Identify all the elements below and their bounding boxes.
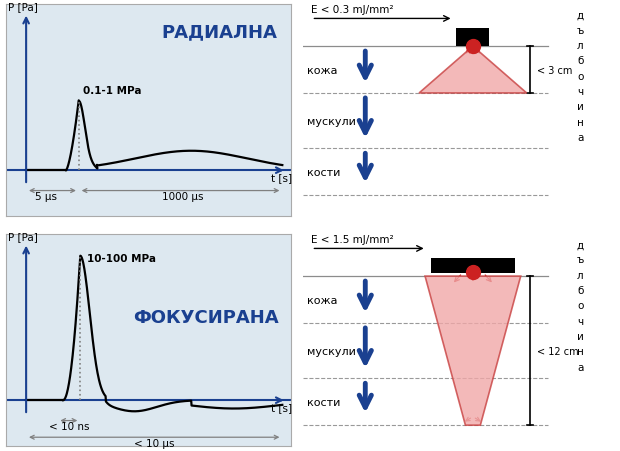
- Text: ч: ч: [577, 316, 583, 326]
- Text: t [s]: t [s]: [271, 402, 292, 413]
- Text: < 10 ns: < 10 ns: [48, 421, 89, 431]
- Text: л: л: [577, 270, 584, 280]
- Text: кожа: кожа: [307, 65, 337, 75]
- Text: д: д: [577, 239, 584, 249]
- Text: и: и: [577, 102, 584, 112]
- Text: б: б: [577, 56, 583, 66]
- Text: t [s]: t [s]: [271, 173, 292, 183]
- Text: д: д: [577, 10, 584, 20]
- Text: кожа: кожа: [307, 295, 337, 305]
- Text: мускули: мускули: [307, 116, 356, 126]
- Text: кости: кости: [307, 397, 340, 407]
- Text: 1000 μs: 1000 μs: [162, 192, 203, 202]
- Polygon shape: [419, 47, 526, 94]
- Text: о: о: [577, 301, 583, 311]
- Text: и: и: [577, 331, 584, 341]
- Text: ъ: ъ: [577, 25, 584, 36]
- Text: н: н: [577, 347, 584, 357]
- Text: б: б: [577, 285, 583, 295]
- Text: о: о: [577, 71, 583, 81]
- Text: л: л: [577, 41, 584, 51]
- Text: P [Pa]: P [Pa]: [7, 231, 37, 241]
- Bar: [456, 29, 489, 47]
- Text: а: а: [577, 133, 583, 143]
- Text: 5 μs: 5 μs: [35, 192, 57, 202]
- Text: а: а: [577, 362, 583, 372]
- Text: P [Pa]: P [Pa]: [7, 2, 37, 12]
- Text: 10-100 MPa: 10-100 MPa: [87, 254, 156, 264]
- Text: мускули: мускули: [307, 346, 356, 356]
- Text: E < 1.5 mJ/mm²: E < 1.5 mJ/mm²: [311, 235, 394, 244]
- Text: РАДИАЛНА: РАДИАЛНА: [162, 23, 278, 41]
- Text: 0.1-1 MPa: 0.1-1 MPa: [83, 86, 141, 96]
- Text: кости: кости: [307, 167, 340, 177]
- Text: ъ: ъ: [577, 255, 584, 265]
- Text: н: н: [577, 117, 584, 127]
- Bar: [431, 258, 515, 273]
- Text: ч: ч: [577, 87, 583, 97]
- Text: < 10 μs: < 10 μs: [134, 437, 174, 447]
- Text: < 3 cm: < 3 cm: [537, 65, 572, 75]
- Text: < 12 cm: < 12 cm: [537, 346, 578, 356]
- Text: ФОКУСИРАНА: ФОКУСИРАНА: [133, 308, 278, 326]
- Text: E < 0.3 mJ/mm²: E < 0.3 mJ/mm²: [311, 5, 394, 15]
- Polygon shape: [425, 276, 521, 425]
